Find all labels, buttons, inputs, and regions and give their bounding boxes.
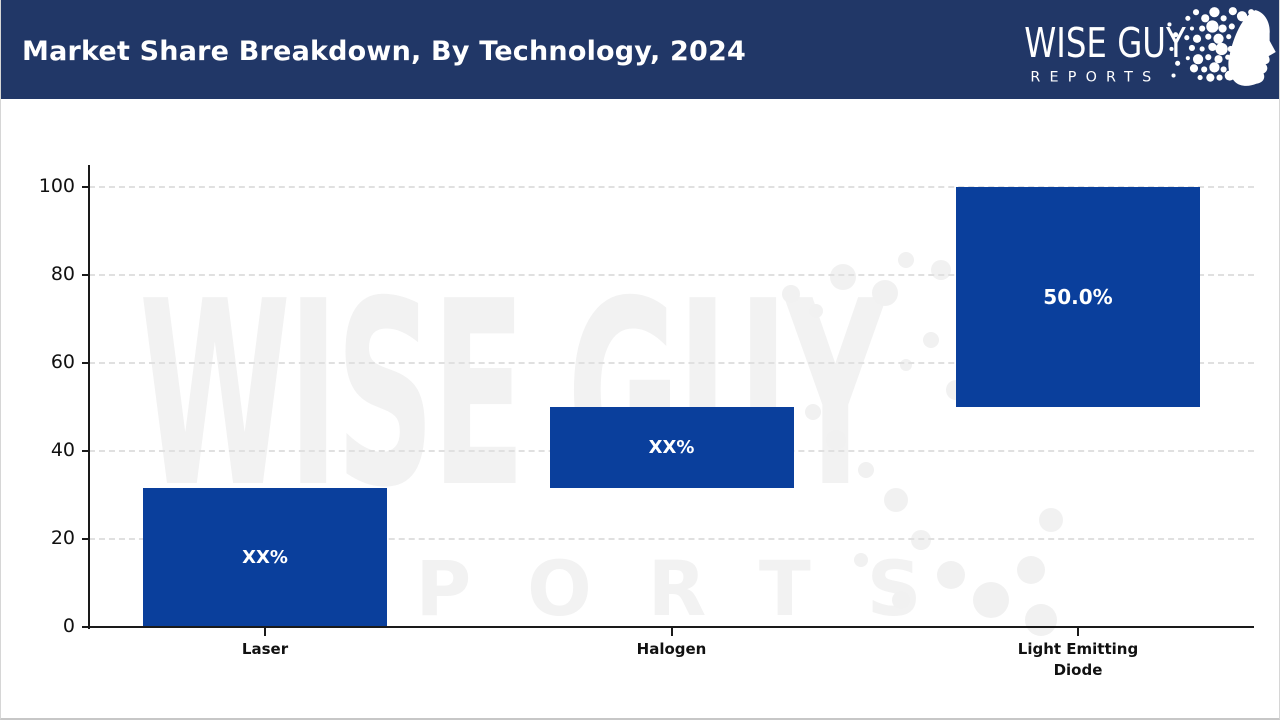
- y-axis-tick-label: 80: [50, 262, 75, 285]
- bar-halogen: XX%: [549, 406, 794, 489]
- y-axis-tick-label: 60: [50, 350, 75, 373]
- bar-laser: XX%: [143, 488, 387, 627]
- header-bar: Market Share Breakdown, By Technology, 2…: [1, 0, 1279, 99]
- x-axis-tick-mark: [1077, 627, 1079, 636]
- logo-subtext: REPORTS: [1030, 70, 1160, 86]
- y-axis-line: [88, 165, 90, 629]
- y-axis-tick-mark: [82, 185, 89, 188]
- y-axis-tick-mark: [82, 361, 89, 364]
- bar-value-label: 50.0%: [1043, 284, 1113, 309]
- y-axis-tick-mark: [82, 449, 89, 452]
- bar-value-label: XX%: [648, 436, 695, 458]
- x-axis-category-label: Halogen: [636, 640, 707, 658]
- y-axis-tick-label: 20: [50, 526, 75, 549]
- y-axis-tick-label: 0: [62, 615, 75, 637]
- x-axis-category-label: Laser: [241, 640, 289, 658]
- y-axis-tick-label: 100: [38, 174, 75, 197]
- x-axis-category-label: Light Emitting Diode: [1017, 640, 1139, 679]
- x-axis-tick-mark: [670, 627, 673, 636]
- y-axis-tick-mark: [82, 537, 89, 540]
- gridline-80: [89, 273, 1254, 276]
- logo-wordmark: WISE GUY: [1024, 19, 1186, 67]
- gridline-20: [89, 537, 1254, 540]
- y-axis-tick-mark: [82, 626, 89, 628]
- wiseguy-reports-logo: WISE GUY REPORTS: [1024, 7, 1276, 86]
- bar-light-emitting-diode: 50.0%: [956, 186, 1200, 407]
- wiseguy-face-icon: [1228, 10, 1276, 86]
- gridline-100: [89, 185, 1254, 188]
- x-axis-tick-mark: [264, 627, 266, 636]
- y-axis-tick-mark: [82, 273, 89, 276]
- page-title: Market Share Breakdown, By Technology, 2…: [22, 36, 747, 67]
- bar-value-label: XX%: [242, 547, 288, 569]
- gridline-60: [89, 361, 1254, 364]
- y-axis-tick-label: 40: [50, 438, 75, 461]
